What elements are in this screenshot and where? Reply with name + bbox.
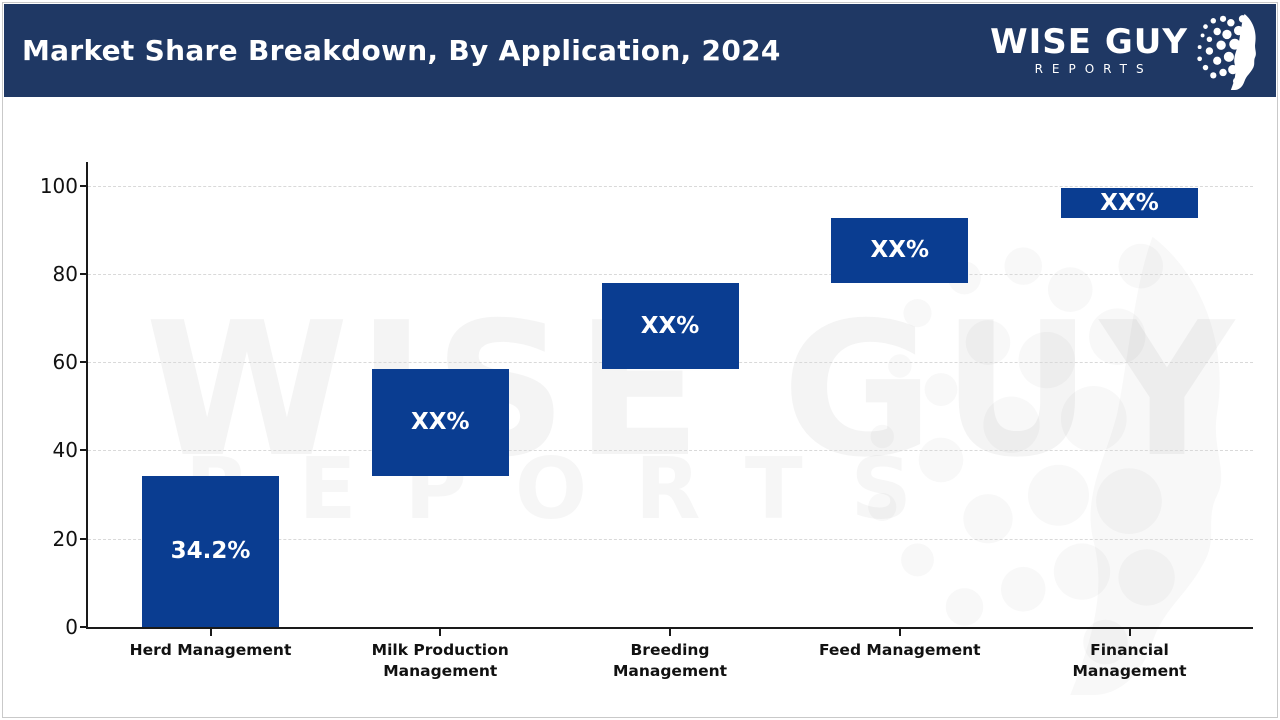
y-axis-tick-label: 60: [52, 350, 78, 375]
x-axis-tick-mark: [898, 629, 901, 636]
bar-value-label: 34.2%: [170, 538, 251, 565]
wiseguy-head-icon: [1197, 13, 1256, 90]
x-axis-category-line: Feed Management: [818, 641, 981, 659]
x-axis-category-line: Management: [1072, 662, 1187, 680]
y-axis-tick-mark: [80, 272, 88, 275]
y-axis-tick-label: 0: [65, 615, 78, 639]
x-axis-tick-mark: [669, 629, 671, 636]
gridline-80: [88, 273, 1253, 275]
y-axis-tick-label: 100: [39, 173, 78, 198]
x-axis-category-label: Herd Management: [96, 640, 326, 661]
y-axis-tick-mark: [80, 626, 88, 628]
y-axis-tick-label: 80: [52, 261, 78, 286]
watermark-head-icon: [820, 225, 1250, 695]
y-axis-tick-mark: [80, 537, 88, 540]
x-axis-category-label: Feed Management: [785, 640, 1015, 661]
wiseguy-logo-wordmark: WISE GUY REPORTS: [990, 25, 1188, 76]
x-axis-category-line: Management: [612, 662, 728, 680]
x-axis-category-label: Milk Production Management: [325, 640, 555, 682]
gridline-40: [88, 450, 1253, 452]
x-axis-category-line: Financial: [1090, 641, 1169, 659]
logo-line2: REPORTS: [1034, 62, 1153, 76]
x-axis-category-line: Herd Management: [129, 641, 292, 659]
y-axis-tick-label: 40: [52, 438, 78, 463]
bar-segment: XX%: [831, 217, 969, 283]
x-axis-category-label: Breeding Management: [555, 640, 785, 682]
bar-value-label: XX%: [410, 409, 470, 436]
bar-segment: XX%: [1061, 187, 1198, 218]
y-axis-tick-mark: [80, 184, 88, 187]
y-axis-spine: [86, 162, 88, 629]
wiseguy-logo: WISE GUY REPORTS: [990, 12, 1258, 90]
y-axis-tick-mark: [80, 449, 88, 452]
logo-line1: WISE GUY: [990, 22, 1188, 62]
x-axis-tick-mark: [209, 629, 212, 636]
gridline-20: [88, 538, 1253, 540]
x-axis-category-line: Breeding: [630, 641, 710, 659]
x-axis-tick-mark: [1128, 629, 1131, 636]
x-axis-tick-mark: [439, 629, 442, 636]
gridline-100: [88, 185, 1253, 187]
x-axis-spine: [86, 627, 1253, 629]
x-axis-category-line: Milk Production: [371, 641, 509, 659]
bar-segment: XX%: [601, 282, 739, 369]
header-bar: Market Share Breakdown, By Application, …: [4, 4, 1276, 97]
y-axis-tick-mark: [80, 361, 88, 364]
bar-value-label: XX%: [870, 237, 929, 264]
bar-segment: XX%: [371, 368, 509, 476]
y-axis-tick-label: 20: [52, 526, 78, 551]
bar-value-label: XX%: [1100, 189, 1159, 216]
bar-segment: 34.2%: [142, 476, 279, 627]
chart-title: Market Share Breakdown, By Application, …: [22, 34, 781, 67]
x-axis-category-label: Financial Management: [1015, 640, 1245, 682]
x-axis-category-line: Management: [383, 662, 498, 680]
bar-value-label: XX%: [640, 312, 700, 339]
